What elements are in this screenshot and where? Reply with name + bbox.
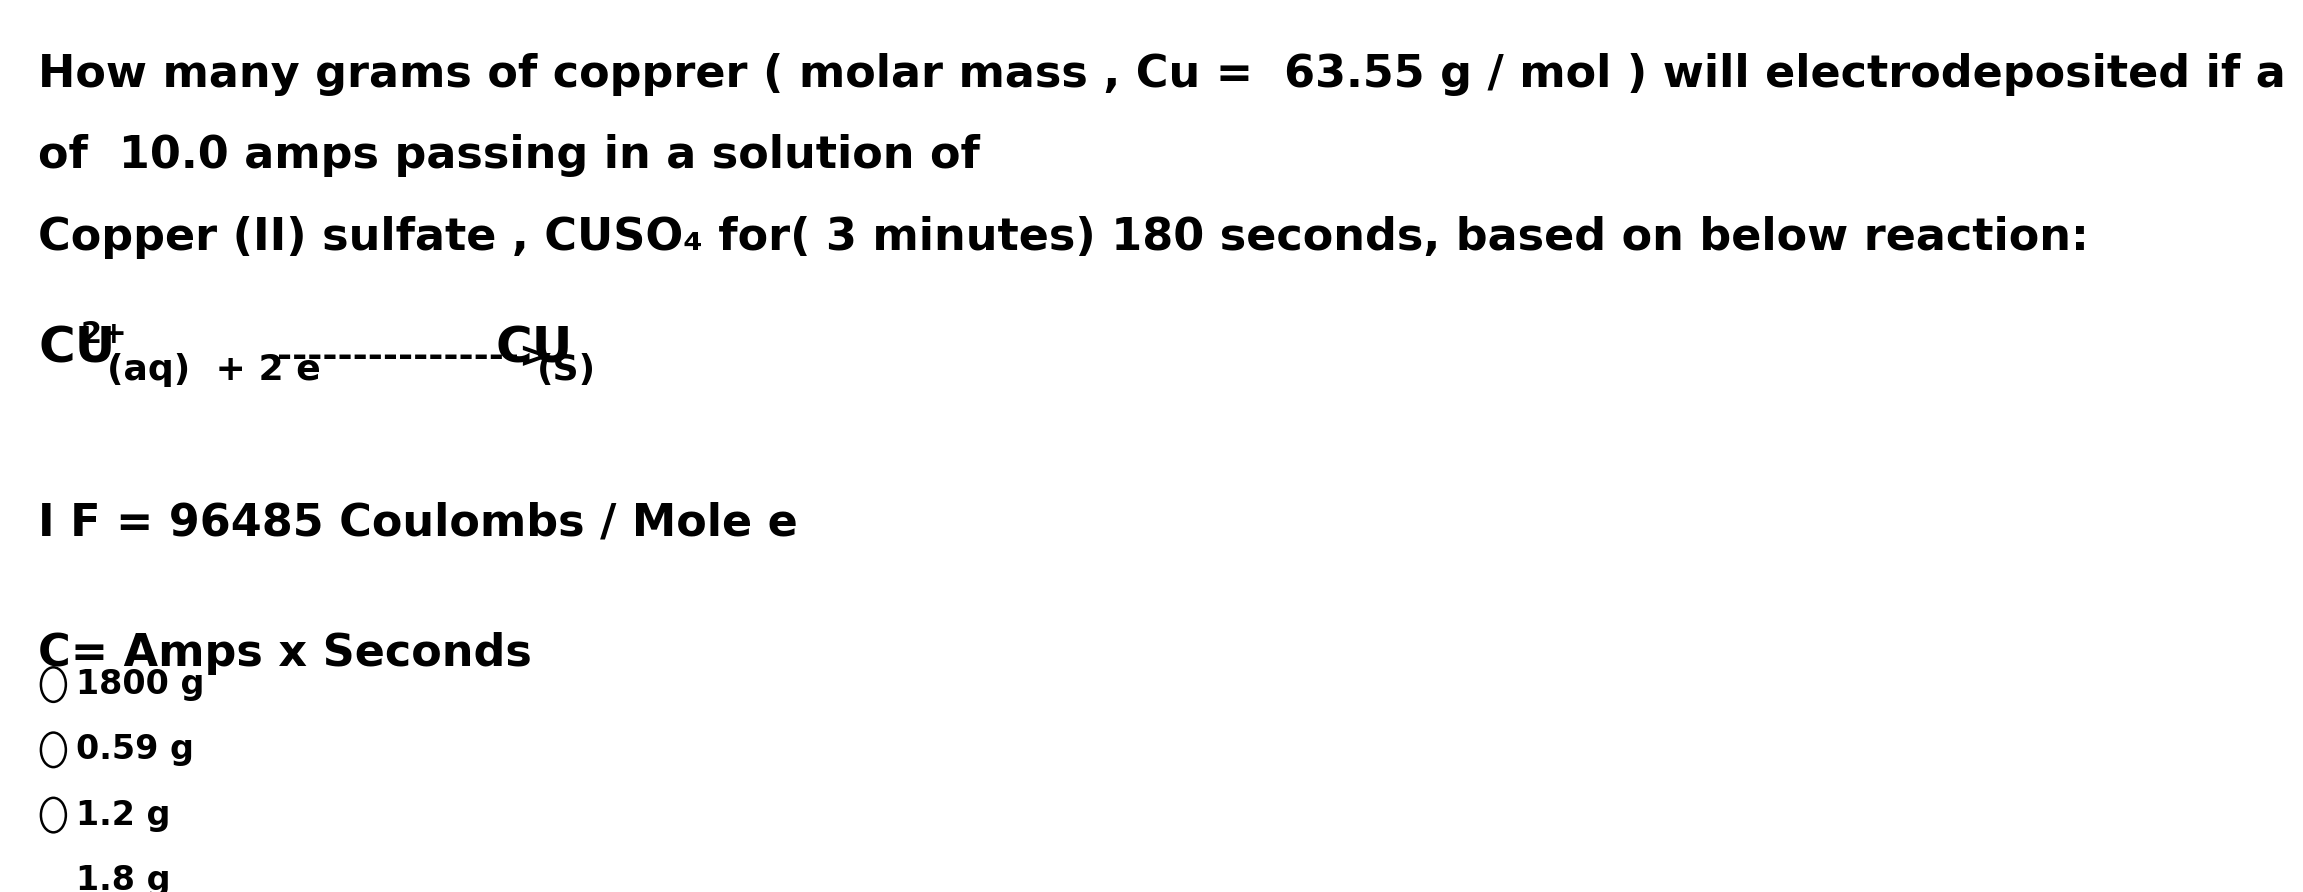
- Text: ---------------->: ---------------->: [276, 341, 550, 375]
- Text: 0.59 g: 0.59 g: [76, 733, 193, 766]
- Text: CU: CU: [495, 325, 573, 373]
- Text: (aq)  + 2 e: (aq) + 2 e: [108, 353, 320, 387]
- Text: 2+: 2+: [81, 320, 129, 350]
- Text: of  10.0 amps passing in a solution of: of 10.0 amps passing in a solution of: [39, 135, 981, 178]
- Text: C= Amps x Seconds: C= Amps x Seconds: [39, 632, 532, 675]
- Text: 1800 g: 1800 g: [76, 668, 205, 701]
- Text: CU: CU: [39, 325, 115, 373]
- Text: 1.2 g: 1.2 g: [76, 798, 170, 831]
- Text: Copper (II) sulfate , CUSO₄ for( 3 minutes) 180 seconds, based on below reaction: Copper (II) sulfate , CUSO₄ for( 3 minut…: [39, 216, 2089, 259]
- Text: 1.8 g: 1.8 g: [76, 863, 170, 892]
- Text: (S): (S): [537, 353, 596, 387]
- Text: I F = 96485 Coulombs / Mole e: I F = 96485 Coulombs / Mole e: [39, 501, 797, 544]
- Text: How many grams of copprer ( molar mass , Cu =  63.55 g / mol ) will electrodepos: How many grams of copprer ( molar mass ,…: [39, 53, 2303, 95]
